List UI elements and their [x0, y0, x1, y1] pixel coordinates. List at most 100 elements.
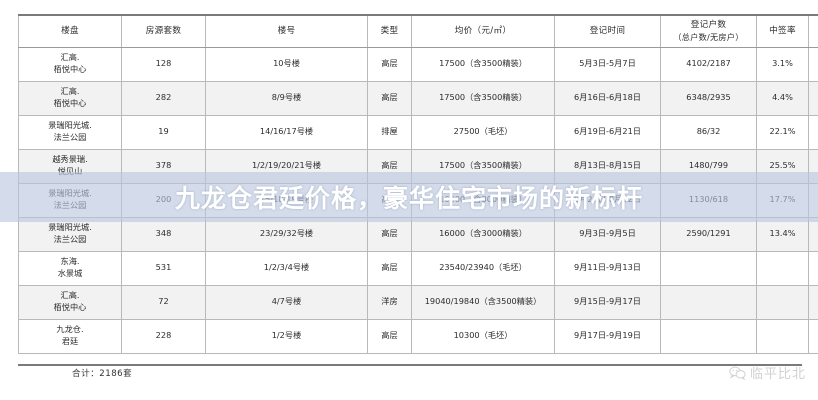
- cell-building: 1/2号楼: [205, 318, 368, 354]
- estate-line-2: 君廷: [61, 336, 79, 346]
- cell-price: 17500（含3500精装）: [411, 80, 555, 116]
- cell-units: 348: [121, 216, 206, 252]
- cell-units: 72: [121, 284, 206, 320]
- cell-reg-time: 9月15日-9月17日: [554, 284, 661, 320]
- cell-building: 14/16/17号楼: [205, 114, 368, 150]
- listing-table-wrapper: 楼盘 房源套数 楼号 类型 均价（元/㎡） 登记时间 登记户数 （总户数/无房户…: [18, 14, 818, 354]
- table-header: 楼盘 房源套数 楼号 类型 均价（元/㎡） 登记时间 登记户数 （总户数/无房户…: [18, 14, 818, 48]
- estate-line-1: 九龙仓.: [56, 324, 84, 335]
- estate-line-1: 景瑞阳光城.: [48, 120, 92, 131]
- header-win-rate: 中签率: [756, 14, 809, 48]
- estate-line-2: 水景城: [57, 268, 83, 278]
- table-row: 景瑞阳光城. 法兰公园 348 23/29/32号楼 高层 16000（含3000精装） 9…: [18, 216, 818, 252]
- header-reg-households-sub: （总户数/无房户）: [673, 31, 744, 42]
- cell-price: 23540/23940（毛坯）: [411, 250, 555, 286]
- cell-estate: 景瑞阳光城. 法兰公园: [18, 216, 122, 252]
- cell-type: 排屋: [367, 114, 412, 150]
- estate-line-2: 栢悦中心: [53, 302, 87, 312]
- total-units-label: 合计：2186套: [72, 369, 133, 379]
- cell-reg-households: 2590/1291: [660, 216, 757, 252]
- cell-units: 19: [121, 114, 206, 150]
- cell-reg-time: 9月11日-9月13日: [554, 250, 661, 286]
- cell-type: 高层: [367, 80, 412, 116]
- cell-units: 128: [121, 46, 206, 82]
- cell-estate: 东海. 水景城: [18, 250, 122, 286]
- cell-price: 19040/19840（含3500精装）: [411, 284, 555, 320]
- cell-building: 10号楼: [205, 46, 368, 82]
- table-row: 景瑞阳光城. 法兰公园 19 14/16/17号楼 排屋 27500（毛坯） 6月19日-6…: [18, 114, 818, 150]
- cell-estate: 汇高. 栢悦中心: [18, 284, 122, 320]
- cell-win-rate: [756, 284, 809, 320]
- cell-win-rate: 13.4%: [756, 216, 809, 252]
- table-bottom-rule: [18, 364, 802, 366]
- wechat-icon: [729, 366, 746, 380]
- cell-reg-time: 5月3日-5月7日: [554, 46, 661, 82]
- estate-line-1: 汇高.: [60, 52, 80, 63]
- cell-win-rate: 3.1%: [756, 46, 809, 82]
- table-row: 汇高. 栢悦中心 128 10号楼 高层 17500（含3500精装） 5月3日-5月7日 4…: [18, 46, 818, 82]
- cell-win-rate: 22.1%: [756, 114, 809, 150]
- cell-type: 高层: [367, 318, 412, 354]
- estate-line-1: 景瑞阳光城.: [48, 222, 92, 233]
- estate-line-2: 法兰公园: [53, 234, 87, 244]
- header-estate: 楼盘: [18, 14, 122, 48]
- cell-lottery-time: 5月10日: [808, 46, 818, 82]
- property-listing-table: 楼盘 房源套数 楼号 类型 均价（元/㎡） 登记时间 登记户数 （总户数/无房户…: [18, 14, 818, 354]
- estate-line-1: 越秀景瑞.: [52, 154, 88, 165]
- table-row: 汇高. 栢悦中心 72 4/7号楼 洋房 19040/19840（含3500精装） 9月15…: [18, 284, 818, 320]
- cell-reg-households: [660, 284, 757, 320]
- cell-type: 高层: [367, 250, 412, 286]
- cell-reg-time: 6月16日-6月18日: [554, 80, 661, 116]
- cell-reg-households: [660, 318, 757, 354]
- estate-line-2: 栢悦中心: [53, 64, 87, 74]
- cell-building: 8/9号楼: [205, 80, 368, 116]
- cell-estate: 景瑞阳光城. 法兰公园: [18, 114, 122, 150]
- cell-lottery-time: 9月9日: [808, 216, 818, 252]
- header-type: 类型: [367, 14, 412, 48]
- cell-units: 531: [121, 250, 206, 286]
- table-row: 东海. 水景城 531 1/2/3/4号楼 高层 23540/23940（毛坯） 9月11日…: [18, 250, 818, 286]
- overlay-banner-title: 九龙仓君廷价格，豪华住宅市场的新标杆: [174, 184, 643, 213]
- cell-estate: 汇高. 栢悦中心: [18, 80, 122, 116]
- header-price: 均价（元/㎡）: [411, 14, 555, 48]
- cell-building: 1/2/3/4号楼: [205, 250, 368, 286]
- cell-building: 23/29/32号楼: [205, 216, 368, 252]
- cell-price: 10300（毛坯）: [411, 318, 555, 354]
- cell-reg-time: 9月17日-9月19日: [554, 318, 661, 354]
- cell-type: 高层: [367, 216, 412, 252]
- cell-type: 高层: [367, 46, 412, 82]
- cell-price: 17500（含3500精装）: [411, 46, 555, 82]
- cell-price: 27500（毛坯）: [411, 114, 555, 150]
- cell-type: 洋房: [367, 284, 412, 320]
- header-lottery-time: 摇号时间: [808, 14, 818, 48]
- estate-line-1: 汇高.: [60, 290, 80, 301]
- estate-line-2: 栢悦中心: [53, 98, 87, 108]
- cell-units: 282: [121, 80, 206, 116]
- estate-line-1: 汇高.: [60, 86, 80, 97]
- cell-win-rate: 4.4%: [756, 80, 809, 116]
- watermark-text: 临平比北: [749, 367, 806, 382]
- cell-reg-households: [660, 250, 757, 286]
- cell-reg-time: 9月3日-9月5日: [554, 216, 661, 252]
- header-building: 楼号: [205, 14, 368, 48]
- cell-lottery-time: [808, 250, 818, 286]
- cell-reg-time: 6月19日-6月21日: [554, 114, 661, 150]
- watermark: 临平比北: [729, 363, 806, 382]
- estate-line-2: 悦见山: [57, 166, 83, 176]
- cell-building: 4/7号楼: [205, 284, 368, 320]
- cell-price: 16000（含3000精装）: [411, 216, 555, 252]
- cell-estate: 汇高. 栢悦中心: [18, 46, 122, 82]
- estate-line-2: 法兰公园: [53, 132, 87, 142]
- cell-lottery-time: [808, 318, 818, 354]
- table-row: 九龙仓.君廷2281/2号楼高层10300（毛坯）9月17日-9月19日近公园、…: [18, 318, 818, 354]
- cell-win-rate: [756, 250, 809, 286]
- cell-reg-households: 86/32: [660, 114, 757, 150]
- cell-win-rate: [756, 318, 809, 354]
- header-units: 房源套数: [121, 14, 206, 48]
- cell-reg-households: 6348/2935: [660, 80, 757, 116]
- cell-lottery-time: 6月22日: [808, 80, 818, 116]
- cell-estate: 九龙仓. 君廷: [18, 318, 122, 354]
- table-row: 汇高. 栢悦中心 282 8/9号楼 高层 17500（含3500精装） 6月16日-6月1…: [18, 80, 818, 116]
- cell-units: 228: [121, 318, 206, 354]
